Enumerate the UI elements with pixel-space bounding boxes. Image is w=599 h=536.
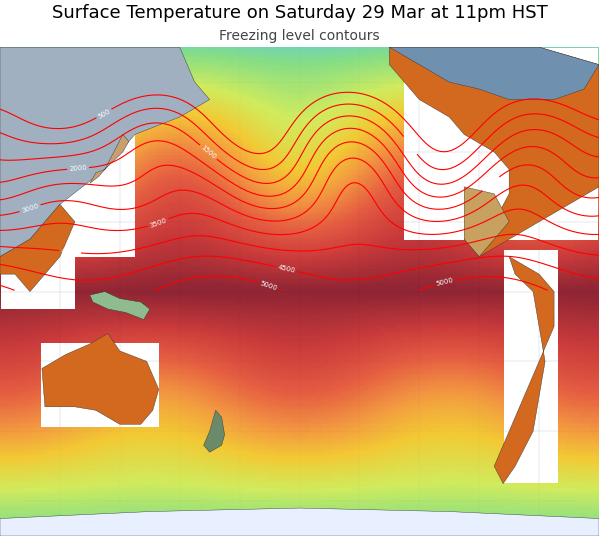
Text: 4000: 4000 (61, 248, 79, 256)
Text: Freezing level contours: Freezing level contours (219, 28, 380, 42)
Text: 3500: 3500 (149, 217, 168, 228)
Text: 2500: 2500 (482, 176, 500, 192)
Polygon shape (204, 410, 225, 452)
Text: 5000: 5000 (435, 277, 454, 287)
Polygon shape (90, 135, 129, 183)
Polygon shape (464, 187, 509, 257)
Text: 3000: 3000 (20, 203, 40, 214)
Polygon shape (494, 257, 554, 483)
Text: 4500: 4500 (277, 264, 296, 274)
Text: 1000: 1000 (403, 137, 418, 154)
Polygon shape (42, 333, 159, 425)
Text: 2000: 2000 (69, 165, 87, 172)
Polygon shape (0, 508, 599, 536)
Polygon shape (0, 47, 210, 257)
Polygon shape (389, 47, 599, 100)
Polygon shape (0, 204, 75, 292)
Text: Surface Temperature on Saturday 29 Mar at 11pm HST: Surface Temperature on Saturday 29 Mar a… (52, 4, 547, 22)
Text: 5000: 5000 (259, 280, 279, 291)
Text: 1500: 1500 (199, 144, 217, 160)
Polygon shape (389, 47, 599, 257)
Polygon shape (90, 292, 150, 319)
Text: 500: 500 (96, 108, 111, 120)
